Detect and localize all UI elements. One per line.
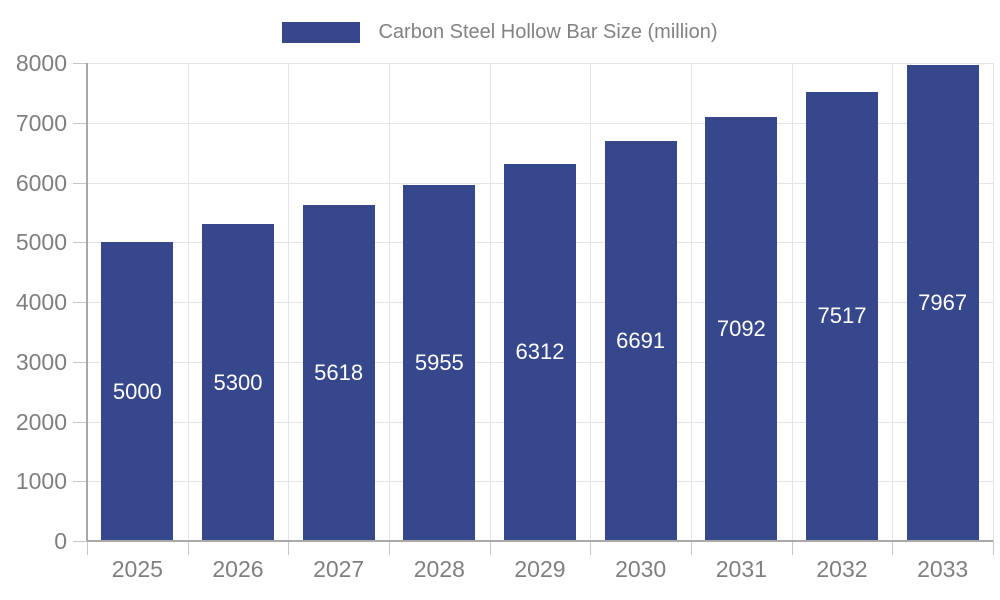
x-tick-2 <box>288 541 290 555</box>
y-gridline-8000 <box>87 63 993 64</box>
x-gridline-9 <box>993 63 994 541</box>
x-gridline-4 <box>489 63 491 541</box>
x-gridline-8 <box>892 63 894 541</box>
x-tick-label-2030: 2030 <box>615 556 667 582</box>
y-tick-label-4000: 4000 <box>15 289 67 315</box>
bar-value-2027: 5618 <box>314 360 364 386</box>
plot-area: 5000 5300 5618 5955 6312 6691 7092 7517 7967 <box>87 63 994 541</box>
bar-2025: 5000 <box>101 242 174 541</box>
bar-2031: 7092 <box>705 117 778 541</box>
y-tick-4000 <box>73 302 87 303</box>
bar-value-2031: 7092 <box>716 316 766 342</box>
x-tick-0 <box>87 541 88 555</box>
x-gridline-6 <box>691 63 692 541</box>
x-tick-label-2033: 2033 <box>917 556 969 582</box>
x-tick-label-2029: 2029 <box>514 556 566 582</box>
y-tick-2000 <box>73 421 87 423</box>
bar-value-2032: 7517 <box>817 303 867 329</box>
bar-2029: 6312 <box>504 163 576 541</box>
x-tick-8 <box>892 541 894 555</box>
y-tick-label-6000: 6000 <box>15 169 67 196</box>
y-tick-5000 <box>73 242 87 244</box>
x-tick-5 <box>590 541 592 555</box>
x-tick-label-2025: 2025 <box>111 556 163 582</box>
bar-2030: 6691 <box>604 141 677 541</box>
bar-2028: 5955 <box>403 185 476 541</box>
bar-2032: 7517 <box>806 91 878 541</box>
bar-2027: 5618 <box>302 205 375 541</box>
y-tick-label-8000: 8000 <box>15 50 67 76</box>
bar-2026: 5300 <box>202 224 274 541</box>
x-tick-4 <box>489 541 491 555</box>
y-tick-label-5000: 5000 <box>15 229 67 256</box>
y-tick-label-1000: 1000 <box>15 468 67 495</box>
x-tick-6 <box>691 541 692 555</box>
y-tick-6000 <box>73 182 87 184</box>
bar-value-2033: 7967 <box>918 289 968 315</box>
y-tick-label-2000: 2000 <box>15 408 67 435</box>
x-tick-label-2026: 2026 <box>212 556 264 582</box>
x-gridline-1 <box>187 63 189 541</box>
legend-item[interactable]: Carbon Steel Hollow Bar Size (million) <box>0 16 1000 48</box>
x-tick-label-2027: 2027 <box>313 556 365 582</box>
bar-value-2025: 5000 <box>112 378 162 404</box>
legend-label: Carbon Steel Hollow Bar Size (million) <box>378 20 718 43</box>
legend-swatch <box>282 21 361 43</box>
x-gridline-3 <box>389 63 390 541</box>
x-tick-7 <box>791 541 793 555</box>
x-gridline-7 <box>791 63 793 541</box>
x-tick-label-2028: 2028 <box>413 556 465 582</box>
bar-value-2028: 5955 <box>414 350 464 376</box>
y-tick-3000 <box>73 361 87 363</box>
x-gridline-5 <box>590 63 592 541</box>
x-tick-1 <box>187 541 189 555</box>
y-tick-7000 <box>73 122 87 124</box>
x-tick-label-2032: 2032 <box>816 556 868 582</box>
bar-value-2030: 6691 <box>616 328 666 354</box>
y-tick-0 <box>73 541 87 542</box>
y-tick-label-0: 0 <box>54 528 67 554</box>
y-tick-label-7000: 7000 <box>15 109 67 136</box>
x-tick-label-2031: 2031 <box>715 556 767 582</box>
bar-value-2026: 5300 <box>213 369 263 395</box>
y-tick-8000 <box>73 63 87 64</box>
x-gridline-2 <box>288 63 290 541</box>
y-tick-label-3000: 3000 <box>15 348 67 375</box>
y-tick-1000 <box>73 481 87 483</box>
x-tick-3 <box>389 541 390 555</box>
x-tick-9 <box>993 541 994 555</box>
bar-2033: 7967 <box>906 64 979 541</box>
bar-value-2029: 6312 <box>515 339 565 365</box>
